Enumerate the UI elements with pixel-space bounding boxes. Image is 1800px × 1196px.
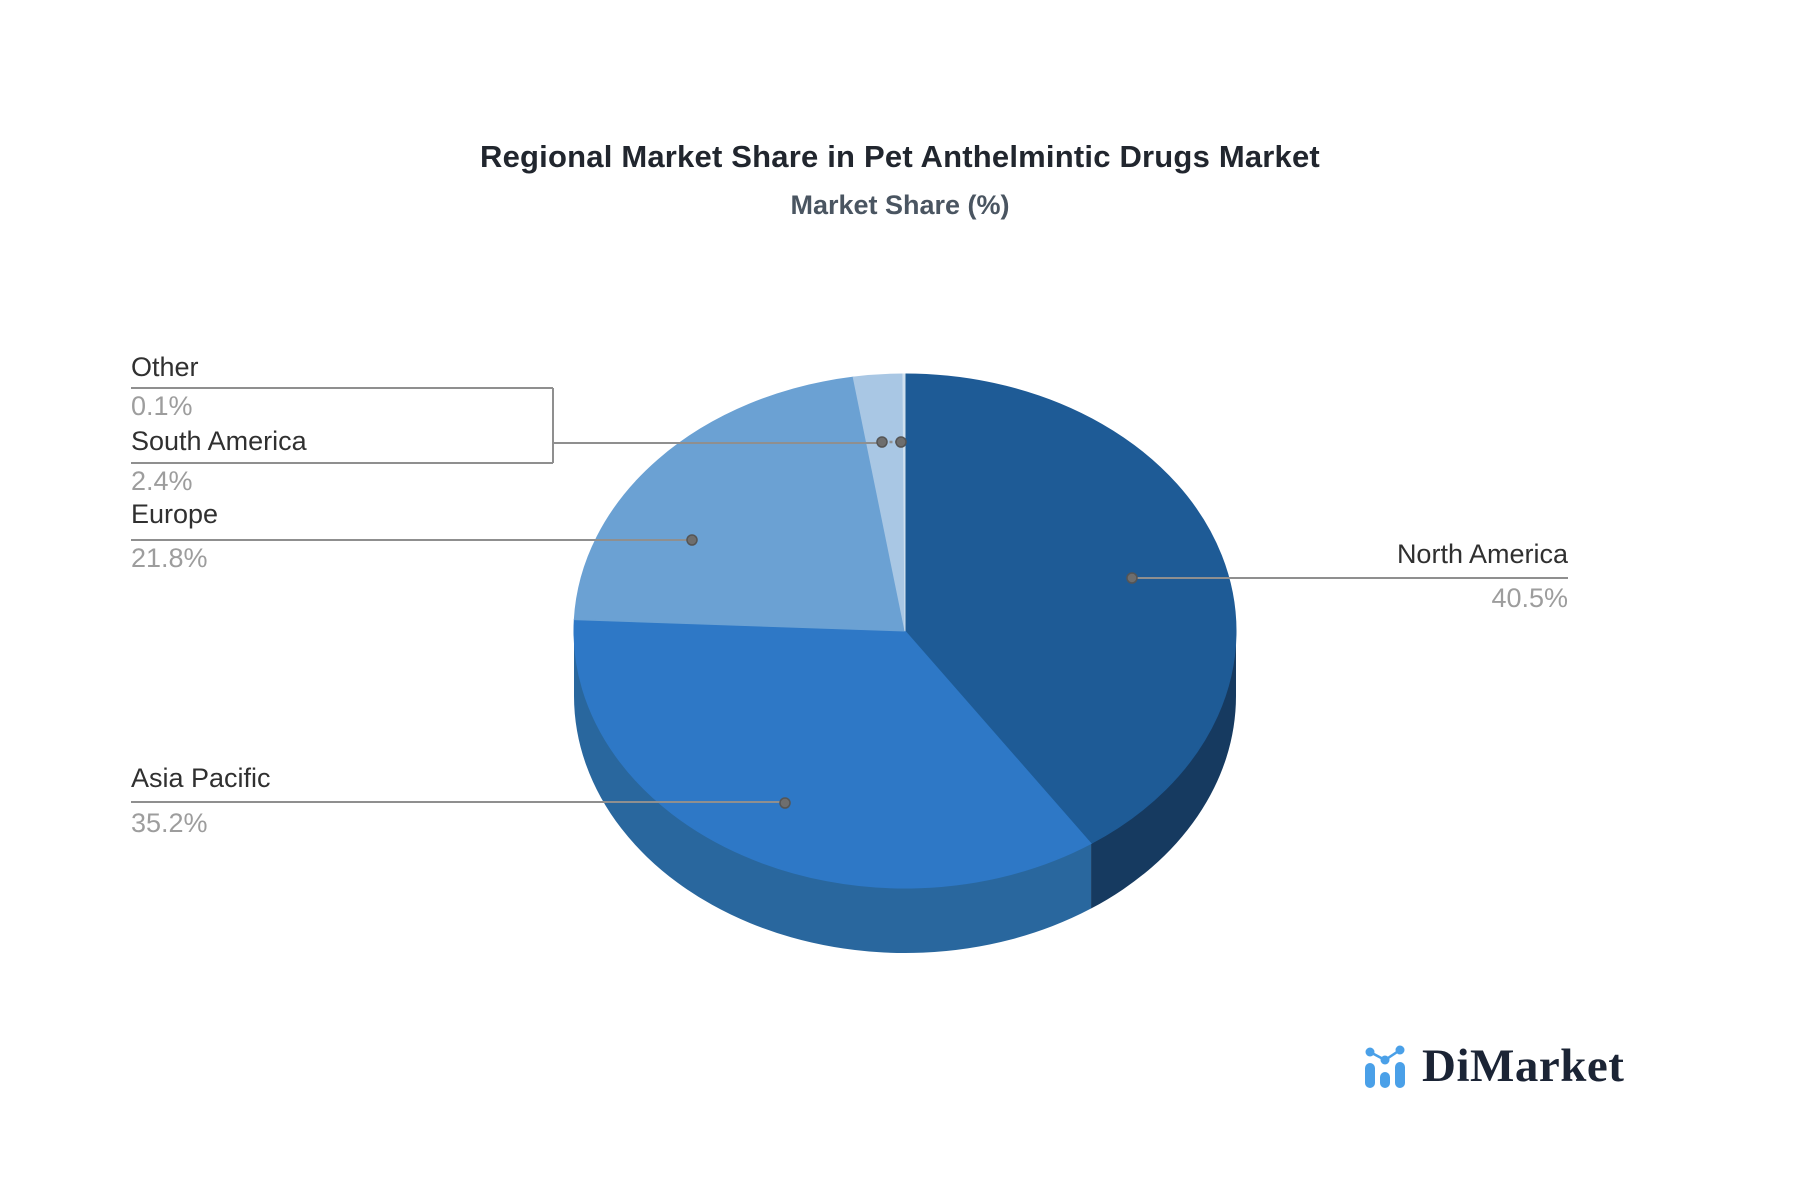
brand-logo-text: DiMarket: [1422, 1040, 1625, 1092]
pie-slice-europe[interactable]: [573, 376, 906, 632]
slice-label-europe: Europe: [131, 499, 219, 529]
leader-dot-europe: [686, 534, 698, 546]
pie-slice-side-north-america: [1091, 631, 1236, 909]
leader-dot-other: [895, 436, 907, 448]
chart-subtitle: Market Share (%): [790, 190, 1010, 220]
slice-percent-other: 0.1%: [131, 391, 193, 421]
leader-dot-south-america: [876, 436, 888, 448]
pie-slice-side-asia-pacific: [574, 631, 1092, 954]
leader-dot-north-america: [1126, 572, 1138, 584]
slice-label-south-america: South America: [131, 426, 307, 456]
slice-percent-asia-pacific: 35.2%: [131, 808, 208, 838]
brand-logo: DiMarket: [1362, 1040, 1625, 1092]
pie-slice-north-america[interactable]: [904, 373, 1237, 845]
slice-label-north-america: North America: [1396, 539, 1568, 569]
slice-percent-north-america: 40.5%: [1491, 583, 1568, 613]
slice-percent-europe: 21.8%: [131, 543, 208, 573]
slice-percent-south-america: 2.4%: [131, 466, 193, 496]
slice-label-asia-pacific: Asia Pacific: [131, 763, 271, 793]
chart-title: Regional Market Share in Pet Anthelminti…: [480, 139, 1320, 174]
slice-label-other: Other: [131, 352, 199, 382]
pie-slice-asia-pacific[interactable]: [573, 619, 1092, 889]
leader-dot-asia-pacific: [779, 797, 791, 809]
bar-chart-with-trend-dots-icon: [1365, 1045, 1405, 1088]
